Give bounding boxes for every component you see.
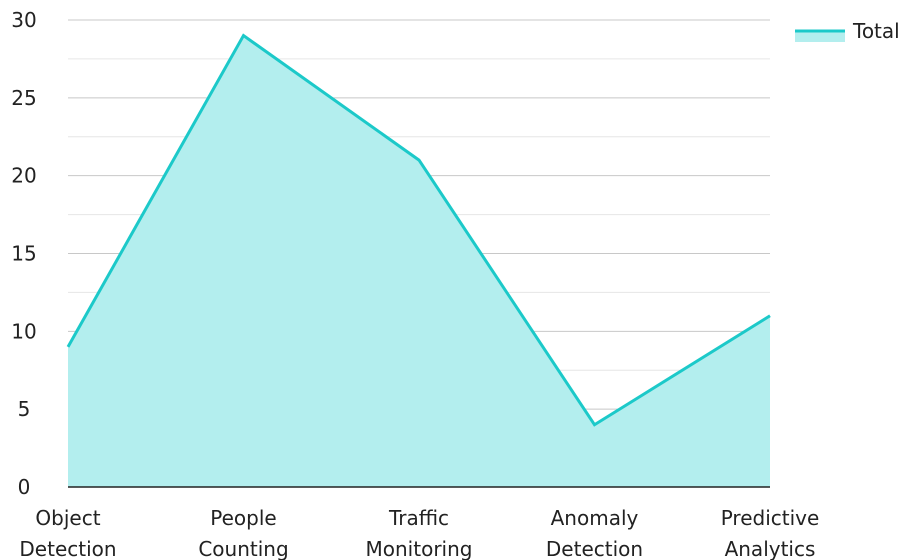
y-tick-label: 10 [11,319,36,343]
area-layer [66,33,771,488]
x-tick-label: Detection [19,537,116,560]
y-tick-label: 25 [11,86,36,110]
y-tick-label: 5 [18,397,31,421]
y-tick-label: 30 [11,8,36,32]
x-tick-labels: Object Detection People Counting Traffic Moni… [19,506,819,560]
y-tick-labels: 0 5 10 15 20 25 30 [11,8,36,499]
series-area-total [68,35,770,488]
x-tick-label: Object [35,506,100,530]
x-tick-label: Counting [198,537,288,560]
x-tick-label: Anomaly [551,506,639,530]
x-tick-label: Analytics [725,537,816,560]
x-tick-label: Predictive [721,506,820,530]
y-tick-label: 20 [11,164,36,188]
y-tick-label: 15 [11,242,36,266]
x-tick-label: Detection [546,537,643,560]
x-tick-label: People [210,506,276,530]
x-tick-label: Traffic [388,506,449,530]
legend-swatch-fill [795,31,845,42]
y-tick-label: 0 [18,475,31,499]
x-tick-label: Monitoring [366,537,473,560]
series-line-total [66,33,771,427]
legend-label-total: Total [852,19,900,43]
legend: Total [795,19,900,43]
